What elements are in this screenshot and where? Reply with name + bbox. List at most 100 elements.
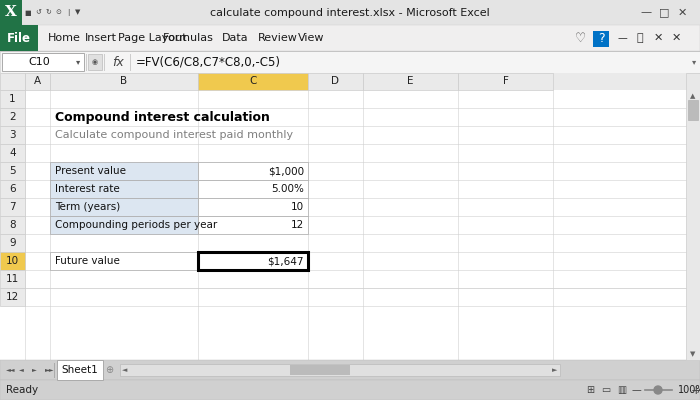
- Text: 10: 10: [6, 256, 19, 266]
- Bar: [0, 0, 22, 25]
- Bar: [0, 73, 700, 360]
- Text: ?: ?: [598, 32, 604, 44]
- Bar: [290, 365, 350, 375]
- Bar: [0, 270, 25, 288]
- Bar: [363, 73, 458, 90]
- Text: X: X: [5, 6, 17, 20]
- Bar: [120, 364, 560, 376]
- Bar: [0, 252, 25, 270]
- Text: 1: 1: [9, 94, 16, 104]
- Bar: [198, 198, 308, 216]
- Text: ✕: ✕: [671, 33, 680, 43]
- Bar: [0, 144, 25, 162]
- Text: Insert: Insert: [85, 33, 117, 43]
- Text: ✕: ✕: [678, 8, 687, 18]
- Text: View: View: [298, 33, 325, 43]
- Text: |: |: [66, 9, 69, 16]
- Bar: [50, 198, 198, 216]
- Text: ⊙: ⊙: [55, 10, 61, 16]
- Bar: [0, 0, 700, 25]
- Text: Present value: Present value: [55, 166, 126, 176]
- Text: ▼: ▼: [76, 10, 80, 16]
- Text: Compounding periods per year: Compounding periods per year: [55, 220, 217, 230]
- Text: Future value: Future value: [55, 256, 120, 266]
- Bar: [198, 252, 308, 270]
- Bar: [0, 73, 25, 90]
- Bar: [0, 216, 25, 234]
- Text: =FV(C6/C8,C7*C8,0,-C5): =FV(C6/C8,C7*C8,0,-C5): [136, 56, 281, 68]
- Text: 9: 9: [9, 238, 16, 248]
- Bar: [0, 360, 700, 380]
- Bar: [0, 108, 25, 126]
- Text: —: —: [617, 33, 627, 43]
- Text: ◄◄: ◄◄: [6, 368, 15, 372]
- Text: Term (years): Term (years): [55, 202, 120, 212]
- Text: B: B: [120, 76, 127, 86]
- Bar: [198, 252, 308, 270]
- Text: ►: ►: [32, 368, 36, 372]
- Text: Data: Data: [222, 33, 248, 43]
- Text: E: E: [407, 76, 414, 86]
- Text: ⧉: ⧉: [637, 33, 643, 43]
- Text: 7: 7: [9, 202, 16, 212]
- Text: Home: Home: [48, 33, 81, 43]
- Text: Review: Review: [258, 33, 298, 43]
- Text: A: A: [34, 76, 41, 86]
- Text: ►: ►: [552, 367, 558, 373]
- Bar: [0, 234, 25, 252]
- Bar: [0, 25, 38, 51]
- Text: ▾: ▾: [692, 58, 696, 66]
- Text: 12: 12: [6, 292, 19, 302]
- Text: F: F: [503, 76, 508, 86]
- Text: 11: 11: [6, 274, 19, 284]
- Bar: [0, 90, 25, 108]
- Bar: [198, 73, 308, 90]
- Bar: [308, 73, 363, 90]
- Text: Interest rate: Interest rate: [55, 184, 120, 194]
- Text: C10: C10: [28, 57, 50, 67]
- Bar: [57, 360, 103, 380]
- Text: Ready: Ready: [6, 385, 38, 395]
- Bar: [688, 100, 698, 120]
- Text: 8: 8: [9, 220, 16, 230]
- Text: $1,000: $1,000: [268, 166, 304, 176]
- Text: D: D: [332, 76, 340, 86]
- Text: ▭: ▭: [601, 385, 610, 395]
- Text: ■: ■: [25, 10, 32, 16]
- Bar: [458, 73, 553, 90]
- Bar: [198, 216, 308, 234]
- Text: 4: 4: [9, 148, 16, 158]
- Text: ►►: ►►: [45, 368, 55, 372]
- Bar: [50, 180, 198, 198]
- Text: +: +: [691, 384, 700, 396]
- Bar: [0, 380, 700, 400]
- Text: 5: 5: [9, 166, 16, 176]
- Bar: [50, 252, 198, 270]
- Bar: [50, 73, 198, 90]
- Text: fx: fx: [112, 56, 124, 68]
- Text: Formulas: Formulas: [163, 33, 214, 43]
- Bar: [88, 54, 102, 70]
- Bar: [50, 162, 198, 180]
- Text: File: File: [7, 32, 31, 44]
- Text: ♡: ♡: [575, 32, 586, 44]
- Bar: [198, 180, 308, 198]
- Bar: [50, 216, 198, 234]
- Text: Page Layout: Page Layout: [118, 33, 187, 43]
- Text: 5.00%: 5.00%: [271, 184, 304, 194]
- Text: ▼: ▼: [690, 351, 696, 357]
- Text: —: —: [631, 385, 641, 395]
- Bar: [198, 162, 308, 180]
- Text: ▾: ▾: [76, 58, 80, 66]
- Text: $1,647: $1,647: [267, 256, 304, 266]
- Bar: [0, 73, 700, 90]
- Bar: [686, 73, 700, 360]
- Bar: [0, 288, 25, 306]
- Text: 12: 12: [290, 220, 304, 230]
- Bar: [0, 51, 700, 73]
- Text: 10: 10: [291, 202, 304, 212]
- Text: Compound interest calculation: Compound interest calculation: [55, 110, 270, 124]
- Text: ◄: ◄: [122, 367, 127, 373]
- Text: 2: 2: [9, 112, 16, 122]
- Bar: [593, 31, 609, 47]
